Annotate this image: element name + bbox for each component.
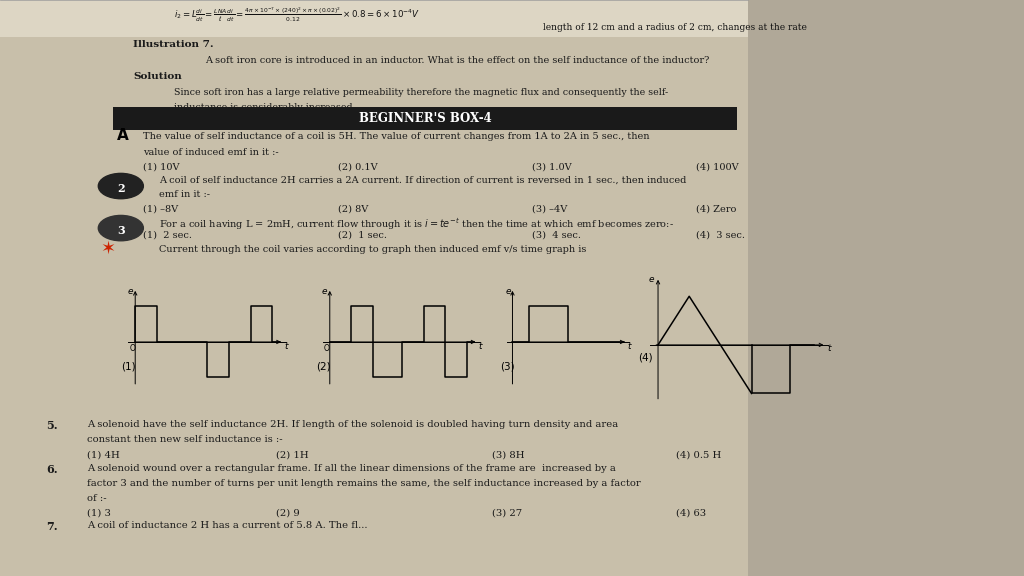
- Text: 6.: 6.: [46, 464, 57, 475]
- Circle shape: [98, 215, 143, 241]
- Text: BEGINNER'S BOX-4: BEGINNER'S BOX-4: [358, 112, 492, 126]
- Text: (1) 3: (1) 3: [87, 508, 111, 517]
- Text: (2) 9: (2) 9: [276, 508, 300, 517]
- Text: e: e: [322, 287, 328, 297]
- Text: A solenoid have the self inductance 2H. If length of the solenoid is doubled hav: A solenoid have the self inductance 2H. …: [87, 420, 618, 430]
- FancyBboxPatch shape: [0, 0, 748, 37]
- Text: (4): (4): [638, 353, 653, 363]
- Text: Illustration 7.: Illustration 7.: [133, 40, 214, 50]
- Text: For a coil having L = 2mH, current flow through it is $\mathit{i}=t\mathit{e}^{-: For a coil having L = 2mH, current flow …: [159, 216, 674, 232]
- Text: (1) –8V: (1) –8V: [143, 204, 178, 214]
- Circle shape: [98, 173, 143, 199]
- FancyBboxPatch shape: [113, 107, 737, 130]
- Text: A coil of self inductance 2H carries a 2A current. If direction of current is re: A coil of self inductance 2H carries a 2…: [159, 176, 686, 185]
- Text: (3) 1.0V: (3) 1.0V: [532, 162, 572, 172]
- Text: (3) –4V: (3) –4V: [532, 204, 567, 214]
- Text: $i_2=L\frac{di}{dt}=\frac{LNA}{\ell}\frac{di}{dt}=\frac{4\pi\times10^{-7}\times(: $i_2=L\frac{di}{dt}=\frac{LNA}{\ell}\fra…: [174, 6, 420, 24]
- Text: Current through the coil varies according to graph then induced emf v/s time gra: Current through the coil varies accordin…: [159, 245, 586, 254]
- Text: A solenoid wound over a rectangular frame. If all the linear dimensions of the f: A solenoid wound over a rectangular fram…: [87, 464, 615, 473]
- Text: (1)  2 sec.: (1) 2 sec.: [143, 230, 193, 240]
- Text: Solution: Solution: [133, 72, 182, 81]
- Text: The value of self inductance of a coil is 5H. The value of current changes from : The value of self inductance of a coil i…: [143, 132, 650, 142]
- Text: (3)  4 sec.: (3) 4 sec.: [532, 230, 582, 240]
- Text: factor 3 and the number of turns per unit length remains the same, the self indu: factor 3 and the number of turns per uni…: [87, 479, 641, 488]
- Text: (4)  3 sec.: (4) 3 sec.: [696, 230, 745, 240]
- Text: (3) 27: (3) 27: [492, 508, 521, 517]
- Text: A: A: [117, 128, 129, 143]
- Text: 3: 3: [117, 225, 125, 236]
- Text: (4) 63: (4) 63: [676, 508, 706, 517]
- Text: e: e: [127, 287, 133, 297]
- Text: emf in it :-: emf in it :-: [159, 190, 210, 199]
- Text: (4) Zero: (4) Zero: [696, 204, 736, 214]
- Text: inductance is considerably increased.: inductance is considerably increased.: [174, 103, 355, 112]
- Text: (2)  1 sec.: (2) 1 sec.: [338, 230, 387, 240]
- FancyBboxPatch shape: [748, 0, 1024, 576]
- Text: (4) 0.5 H: (4) 0.5 H: [676, 450, 721, 460]
- Text: e: e: [506, 287, 511, 297]
- Text: (3) 8H: (3) 8H: [492, 450, 524, 460]
- Text: A coil of inductance 2 H has a current of 5.8 A. The fl...: A coil of inductance 2 H has a current o…: [87, 521, 368, 530]
- Text: 2: 2: [117, 183, 125, 194]
- Text: (1) 4H: (1) 4H: [87, 450, 120, 460]
- Text: (2) 1H: (2) 1H: [276, 450, 309, 460]
- Text: constant then new self inductance is :-: constant then new self inductance is :-: [87, 435, 283, 445]
- Text: (1) 10V: (1) 10V: [143, 162, 180, 172]
- Text: (2) 0.1V: (2) 0.1V: [338, 162, 378, 172]
- Text: O: O: [129, 344, 135, 353]
- Text: e: e: [649, 275, 654, 284]
- Text: O: O: [324, 344, 330, 353]
- Text: (4) 100V: (4) 100V: [696, 162, 739, 172]
- Text: t: t: [827, 344, 831, 353]
- Text: 7.: 7.: [46, 521, 57, 532]
- Text: t: t: [479, 342, 482, 351]
- Text: 5.: 5.: [46, 420, 57, 431]
- Text: of :-: of :-: [87, 494, 106, 503]
- Text: length of 12 cm and a radius of 2 cm, changes at the rate: length of 12 cm and a radius of 2 cm, ch…: [543, 23, 807, 32]
- Text: (3): (3): [500, 362, 515, 372]
- Text: value of induced emf in it :-: value of induced emf in it :-: [143, 148, 279, 157]
- Text: t: t: [285, 342, 288, 351]
- Text: A soft iron core is introduced in an inductor. What is the effect on the self in: A soft iron core is introduced in an ind…: [205, 56, 710, 66]
- Text: (2): (2): [316, 362, 331, 372]
- Text: (2) 8V: (2) 8V: [338, 204, 369, 214]
- Text: t: t: [628, 342, 631, 351]
- Text: ✶: ✶: [100, 240, 115, 258]
- Text: (1): (1): [122, 362, 136, 372]
- Text: Since soft iron has a large relative permeability therefore the magnetic flux an: Since soft iron has a large relative per…: [174, 88, 669, 97]
